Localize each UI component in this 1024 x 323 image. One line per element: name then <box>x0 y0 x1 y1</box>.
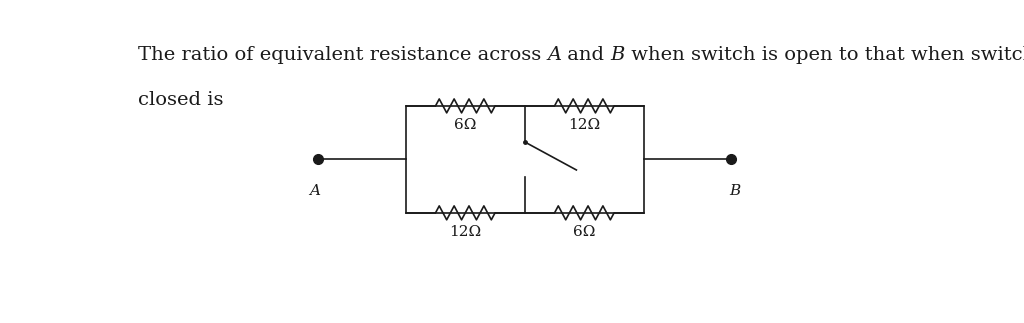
Text: when switch is open to that when switch is: when switch is open to that when switch … <box>625 46 1024 64</box>
Text: 12Ω: 12Ω <box>568 118 600 132</box>
Text: A: A <box>309 184 319 198</box>
Text: 6Ω: 6Ω <box>573 225 596 239</box>
Text: closed is: closed is <box>137 91 223 109</box>
Text: B: B <box>729 184 740 198</box>
Text: B: B <box>610 46 625 64</box>
Text: and: and <box>561 46 610 64</box>
Text: A: A <box>547 46 561 64</box>
Text: The ratio of equivalent resistance across: The ratio of equivalent resistance acros… <box>137 46 547 64</box>
Text: 12Ω: 12Ω <box>450 225 481 239</box>
Text: 6Ω: 6Ω <box>454 118 476 132</box>
